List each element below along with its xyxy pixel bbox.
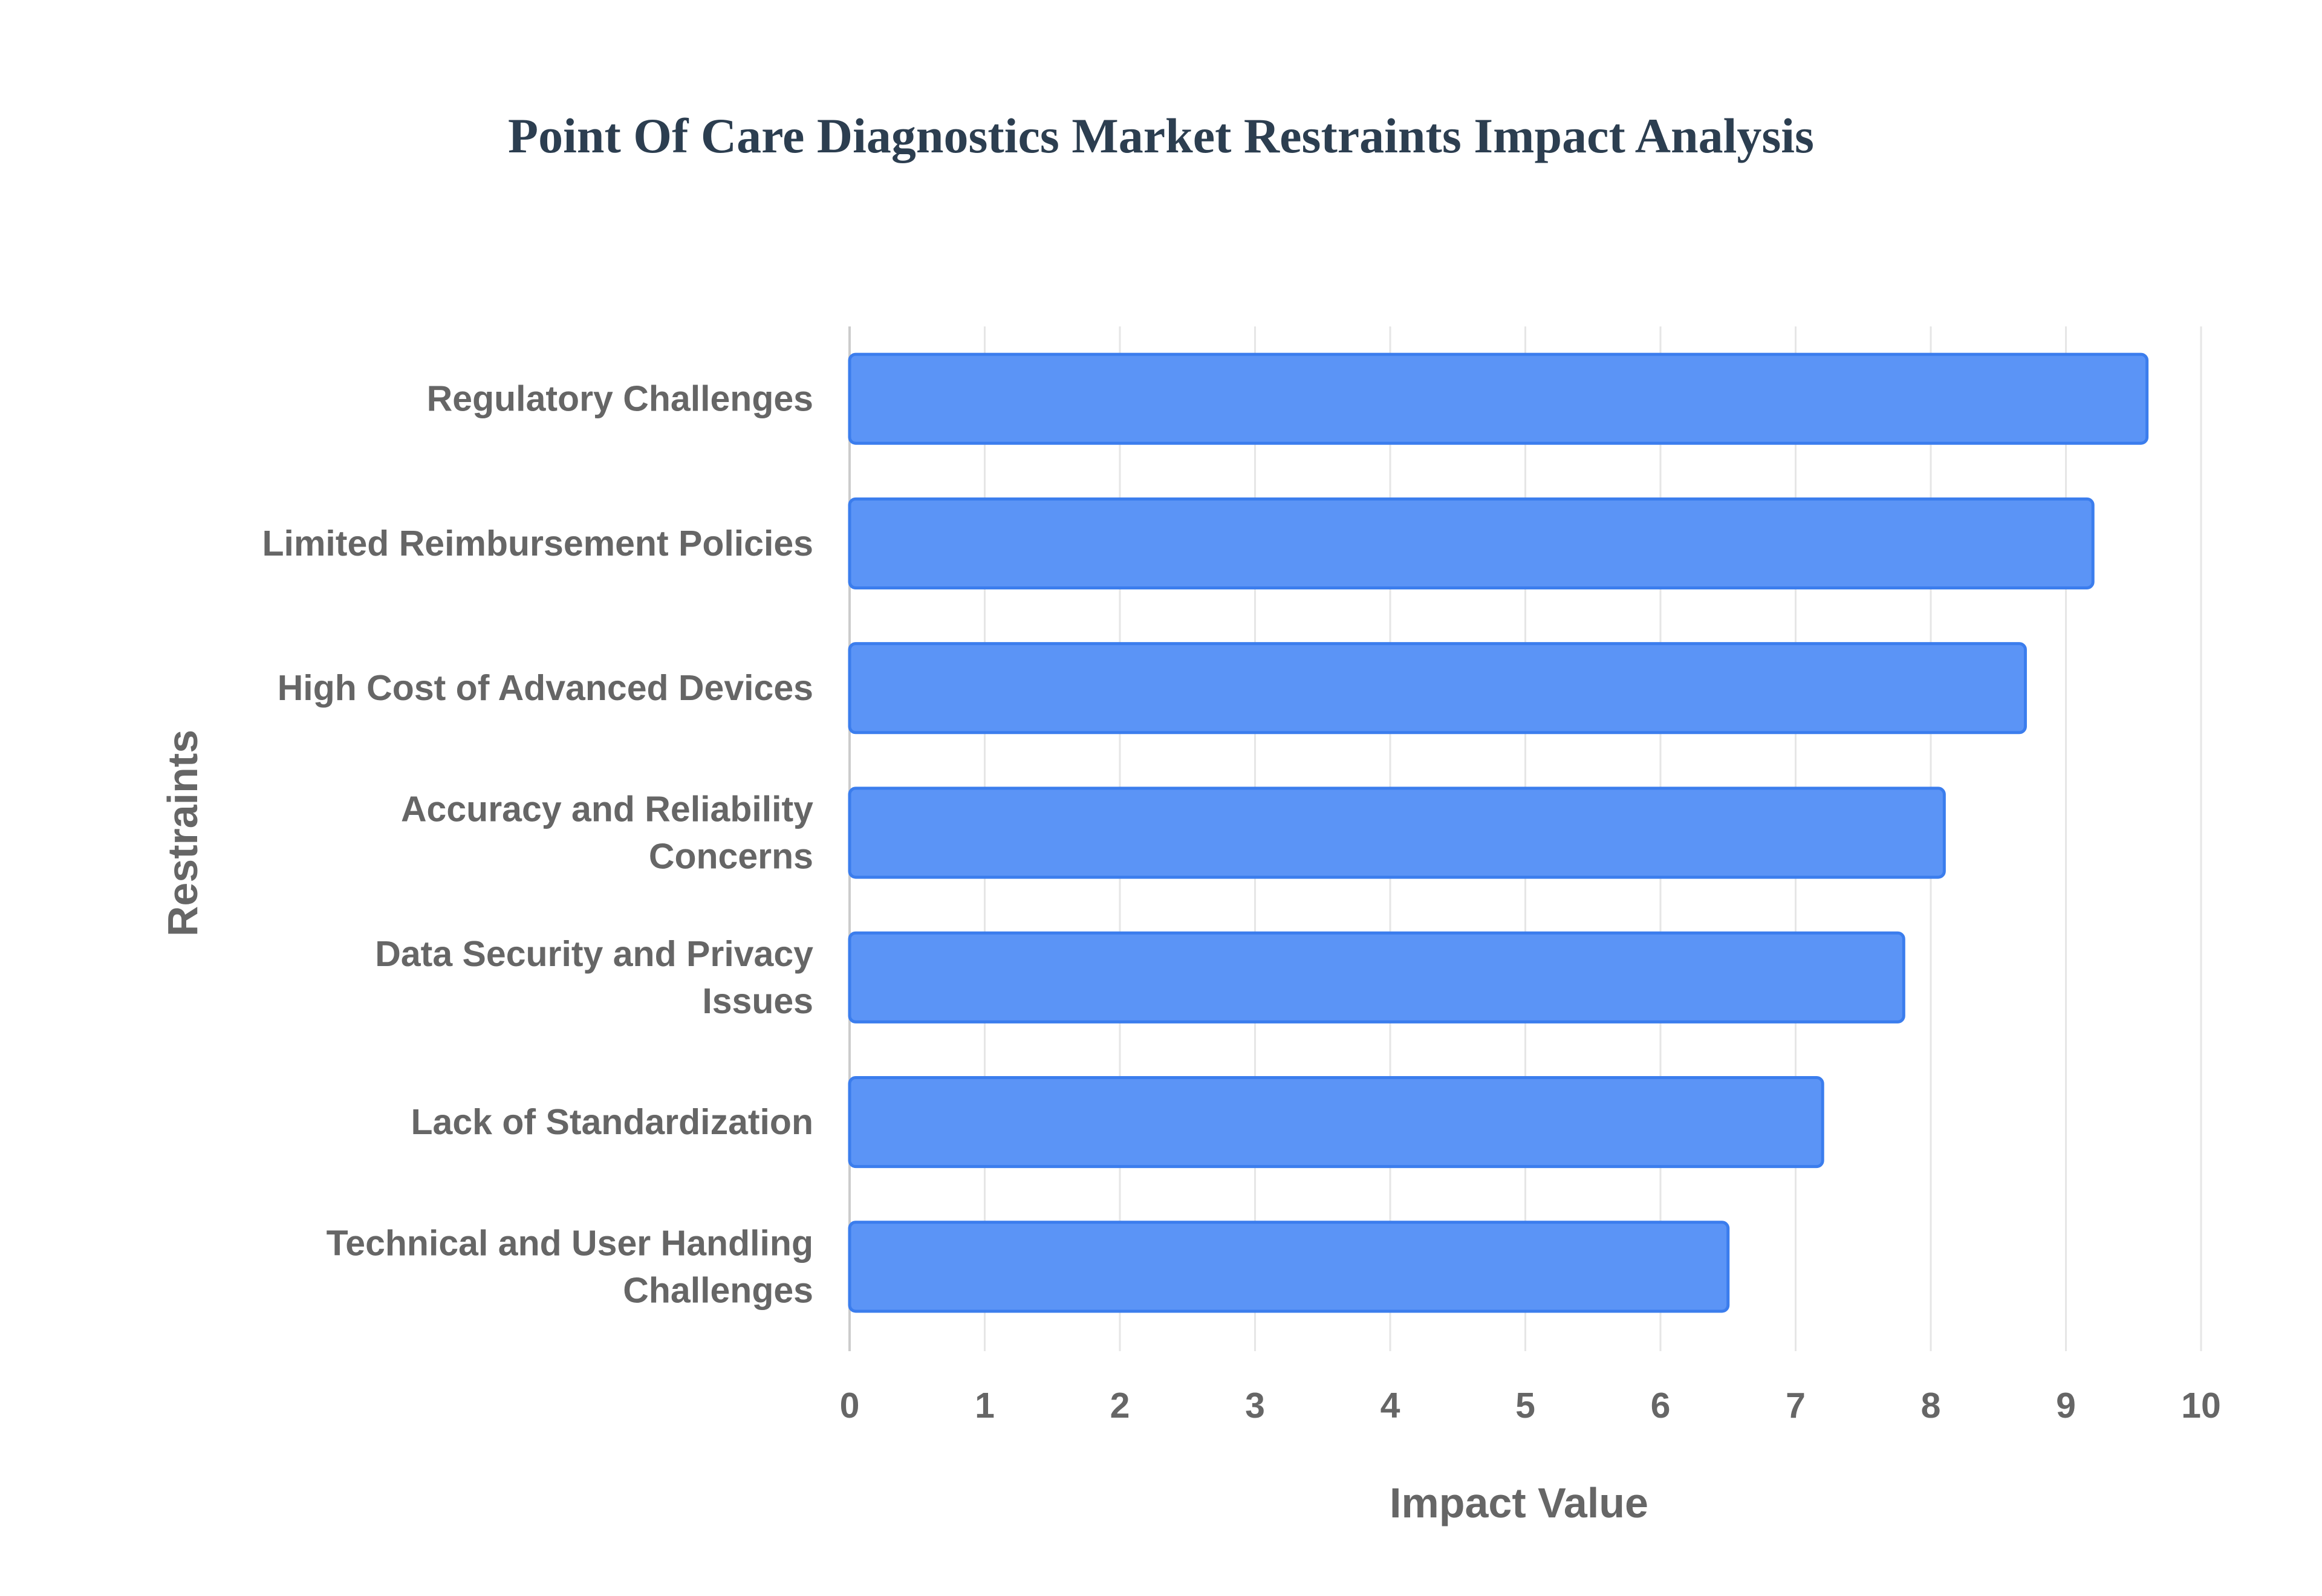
bar xyxy=(848,1075,1824,1169)
y-axis-title: Restraints xyxy=(159,730,206,936)
category-label: High Cost of Advanced Devices xyxy=(278,668,813,708)
x-tick-label: 1 xyxy=(975,1386,995,1426)
x-tick-label: 0 xyxy=(840,1386,860,1426)
category-label: Data Security and Privacy Issues xyxy=(375,934,813,1021)
category-label: Accuracy and Reliability Concerns xyxy=(401,790,813,877)
x-tick-label: 4 xyxy=(1381,1386,1400,1426)
x-tick-label: 2 xyxy=(1110,1386,1130,1426)
category-label: Limited Reimbursement Policies xyxy=(262,524,813,563)
bar xyxy=(848,931,1905,1023)
x-tick-label: 6 xyxy=(1651,1386,1671,1426)
category-label: Regulatory Challenges xyxy=(427,379,813,419)
category-label: Technical and User Handling Challenges xyxy=(327,1223,813,1310)
category-label: Lack of Standardization xyxy=(411,1102,813,1142)
bar xyxy=(848,642,2027,735)
chart-title: Point Of Care Diagnostics Market Restrai… xyxy=(508,108,1814,163)
bar xyxy=(848,1221,1730,1313)
x-tick-label: 5 xyxy=(1515,1386,1535,1426)
x-tick-label: 8 xyxy=(1921,1386,1941,1426)
category-labels: Regulatory Challenges Limited Reimburseme… xyxy=(262,379,814,1311)
x-tick-label: 3 xyxy=(1245,1386,1265,1426)
bars xyxy=(848,352,2149,1313)
x-tick-label: 9 xyxy=(2056,1386,2076,1426)
bar xyxy=(848,352,2149,445)
bar xyxy=(848,497,2095,590)
x-tick-label: 10 xyxy=(2181,1386,2221,1426)
x-tick-label: 7 xyxy=(1786,1386,1806,1426)
bar xyxy=(848,787,1946,879)
x-axis-title: Impact Value xyxy=(1390,1479,1648,1526)
x-axis-ticks: 0 1 2 3 4 5 6 7 8 9 10 xyxy=(840,1386,2221,1426)
